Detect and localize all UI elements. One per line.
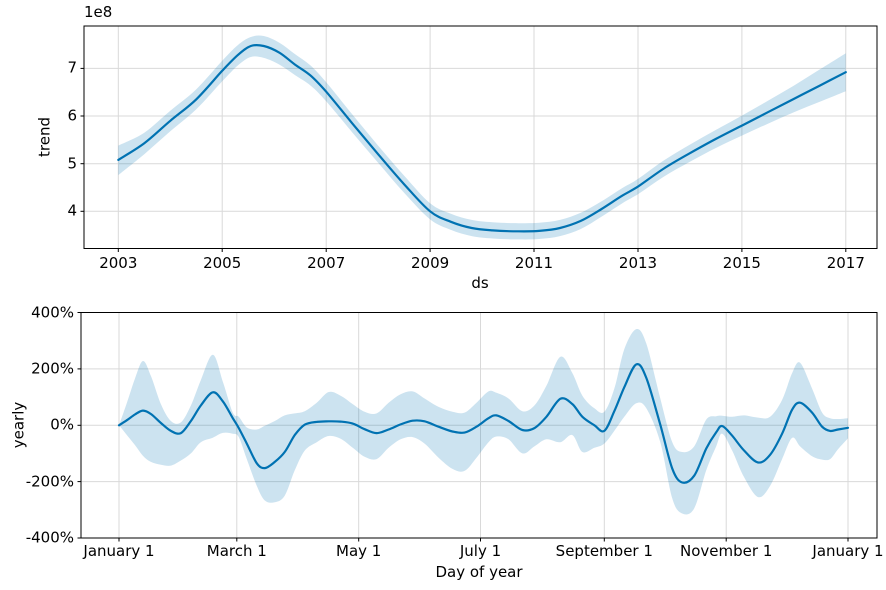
- trend-x-tick-label: 2015: [722, 253, 761, 272]
- trend-x-tick-label: 2011: [514, 253, 554, 272]
- trend-x-tick-label: 2017: [826, 253, 865, 272]
- trend-x-tick-label: 2009: [411, 253, 450, 272]
- yearly-x-tick-label: January 1: [812, 542, 884, 560]
- yearly-x-tick-label: July 1: [459, 542, 502, 560]
- yearly-y-tick-label: 400%: [31, 303, 74, 321]
- yearly-x-tick-label: September 1: [555, 542, 653, 560]
- yearly-x-tick-label: November 1: [680, 542, 773, 560]
- trend-offset-label: 1e8: [84, 3, 113, 21]
- trend-x-tick-label: 2007: [307, 253, 346, 272]
- yearly-y-tick-label: -400%: [25, 528, 74, 547]
- trend-y-tick-label: 6: [67, 106, 77, 125]
- trend-y-tick-label: 5: [67, 154, 77, 173]
- yearly-x-tick-label: January 1: [83, 542, 155, 560]
- trend-x-axis-label: ds: [471, 274, 489, 292]
- trend-y-axis-label: trend: [35, 117, 54, 157]
- yearly-y-tick-label: -200%: [25, 472, 74, 491]
- yearly-y-axis-label: yearly: [9, 401, 28, 449]
- trend-x-tick-label: 2013: [618, 253, 658, 272]
- yearly-y-tick-label: 0%: [50, 415, 74, 434]
- yearly-y-tick-label: 200%: [31, 359, 74, 378]
- yearly-x-axis-label: Day of year: [435, 563, 523, 581]
- trend-x-tick-label: 2005: [203, 253, 242, 272]
- yearly-x-tick-label: March 1: [206, 542, 267, 560]
- trend-y-tick-label: 4: [67, 201, 77, 220]
- yearly-x-tick-label: May 1: [336, 542, 382, 560]
- trend-y-tick-label: 7: [67, 58, 77, 77]
- trend-x-tick-label: 2003: [99, 253, 138, 272]
